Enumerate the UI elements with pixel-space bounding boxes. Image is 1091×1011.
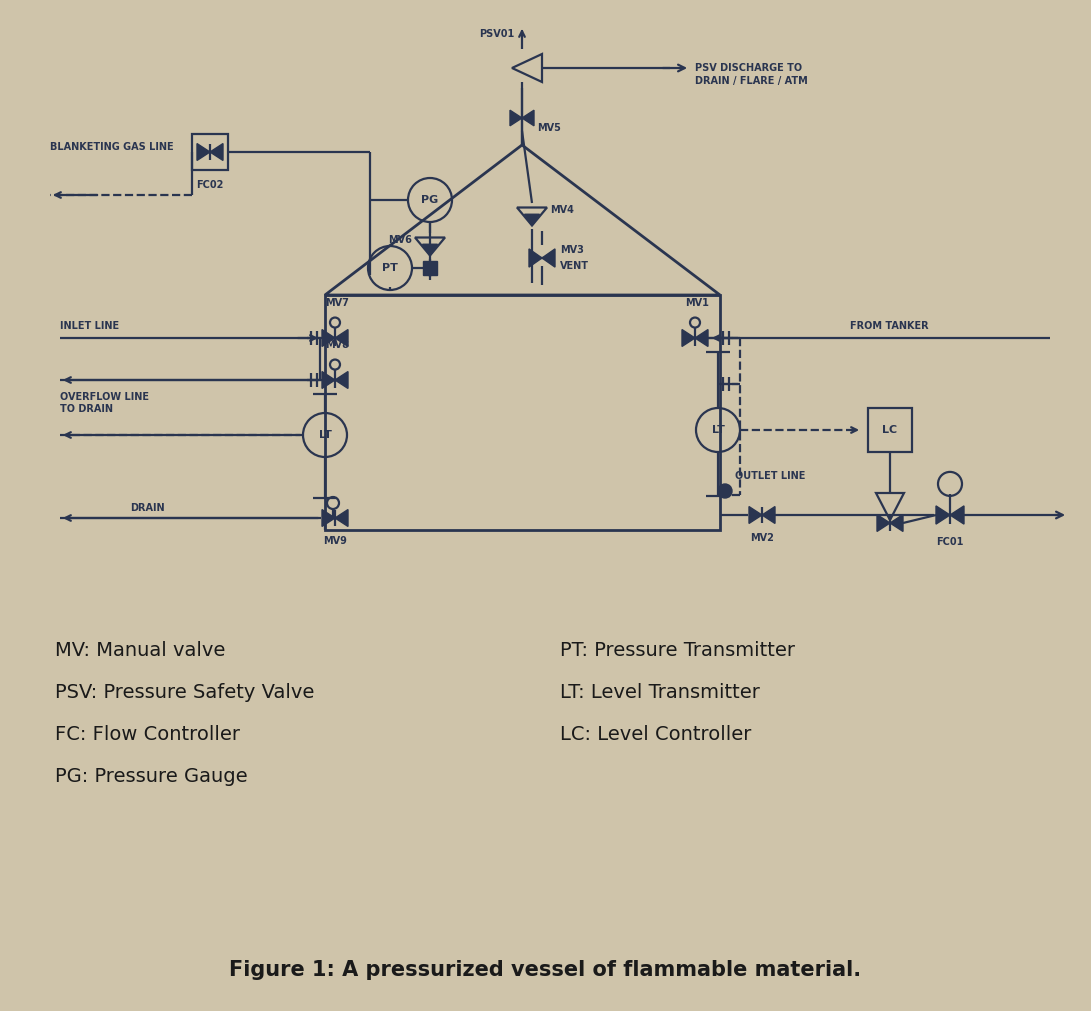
Polygon shape (422, 245, 437, 256)
Text: PSV: Pressure Safety Valve: PSV: Pressure Safety Valve (55, 682, 314, 702)
Polygon shape (335, 330, 348, 347)
Text: LC: LC (883, 425, 898, 435)
Text: MV9: MV9 (323, 536, 347, 546)
Polygon shape (322, 372, 335, 388)
Polygon shape (750, 507, 762, 524)
Bar (325, 295, 720, 530)
Circle shape (718, 484, 732, 498)
Polygon shape (525, 214, 540, 225)
Polygon shape (335, 372, 348, 388)
Text: MV3: MV3 (560, 245, 584, 255)
Text: Figure 1: A pressurized vessel of flammable material.: Figure 1: A pressurized vessel of flamma… (229, 960, 861, 980)
Text: VENT: VENT (560, 261, 589, 271)
Text: PG: Pressure Gauge: PG: Pressure Gauge (55, 766, 248, 786)
Text: FROM TANKER: FROM TANKER (850, 321, 928, 331)
Polygon shape (197, 144, 209, 161)
Polygon shape (322, 510, 335, 527)
Polygon shape (695, 330, 708, 347)
Bar (868, 408, 912, 452)
Text: MV2: MV2 (751, 533, 774, 543)
Text: DRAIN: DRAIN (130, 503, 165, 513)
Text: LT: Level Transmitter: LT: Level Transmitter (560, 682, 759, 702)
Text: FC: Flow Controller: FC: Flow Controller (55, 725, 240, 743)
Bar (423, 261, 437, 275)
Text: PT: PT (382, 263, 398, 273)
Polygon shape (682, 330, 695, 347)
Text: PG: PG (421, 195, 439, 205)
Text: FC01: FC01 (936, 537, 963, 547)
Polygon shape (950, 506, 964, 524)
Text: OUTLET LINE: OUTLET LINE (735, 471, 805, 481)
Polygon shape (529, 249, 542, 267)
Polygon shape (209, 144, 223, 161)
Polygon shape (335, 510, 348, 527)
Text: LT: LT (711, 425, 724, 435)
Text: LC: Level Controller: LC: Level Controller (560, 725, 752, 743)
Polygon shape (762, 507, 775, 524)
Polygon shape (322, 330, 335, 347)
Text: MV: Manual valve: MV: Manual valve (55, 641, 226, 659)
Text: MV4: MV4 (550, 205, 574, 215)
Polygon shape (936, 506, 950, 524)
Text: FC02: FC02 (196, 180, 224, 190)
Text: MV5: MV5 (537, 123, 561, 133)
Text: PSV01: PSV01 (479, 29, 514, 39)
Polygon shape (890, 515, 903, 532)
Text: MV8: MV8 (325, 340, 349, 350)
Polygon shape (521, 110, 533, 125)
Polygon shape (542, 249, 555, 267)
Text: PSV DISCHARGE TO
DRAIN / FLARE / ATM: PSV DISCHARGE TO DRAIN / FLARE / ATM (695, 63, 807, 86)
Text: PT: Pressure Transmitter: PT: Pressure Transmitter (560, 641, 795, 659)
Text: MV1: MV1 (685, 298, 709, 308)
Text: BLANKETING GAS LINE: BLANKETING GAS LINE (50, 142, 173, 152)
Text: INLET LINE: INLET LINE (60, 321, 119, 331)
Text: OVERFLOW LINE
TO DRAIN: OVERFLOW LINE TO DRAIN (60, 392, 149, 415)
Text: MV6: MV6 (388, 235, 412, 245)
Text: LT: LT (319, 430, 332, 440)
Text: MV7: MV7 (325, 298, 349, 308)
Polygon shape (509, 110, 521, 125)
Bar (192, 134, 228, 170)
Polygon shape (877, 515, 890, 532)
